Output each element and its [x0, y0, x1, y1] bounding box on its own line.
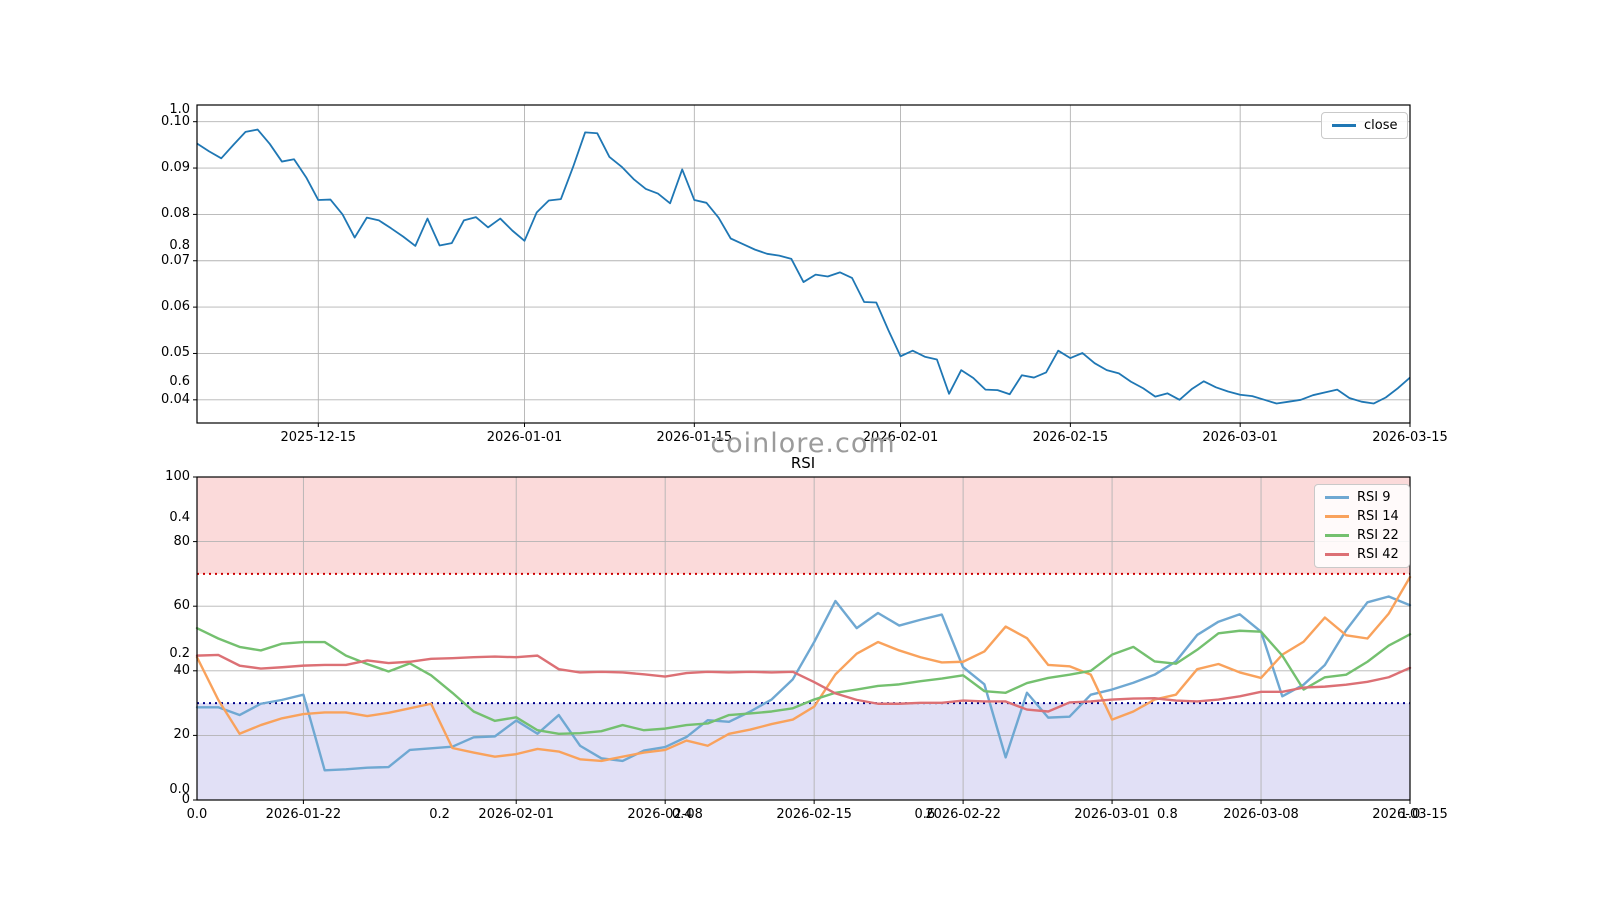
- price-xtick-label: 2026-02-15: [1032, 430, 1109, 445]
- overlay-ytick-label: 0.4: [169, 510, 190, 525]
- rsi-xtick-label: 2026-01-22: [265, 807, 342, 822]
- overlay-ytick-label: 1.0: [169, 102, 190, 117]
- rsi-legend: RSI 9 RSI 14 RSI 22 RSI 42: [1314, 484, 1410, 568]
- rsi-ytick-label: 80: [173, 533, 190, 549]
- legend-item-rsi-42: RSI 42: [1325, 547, 1399, 562]
- rsi-xtick-label: 2026-02-08: [627, 807, 703, 822]
- legend-line-swatch: [1332, 124, 1356, 127]
- rsi-xtick-label: 2026-02-22: [925, 807, 1001, 822]
- close-line: [196, 128, 1411, 405]
- price-ytick-label: 0.10: [161, 113, 190, 129]
- rsi-ytick-label: 0: [181, 792, 190, 807]
- overlay-xtick-label: 0.8: [1157, 807, 1178, 822]
- legend-label: RSI 42: [1357, 547, 1399, 562]
- rsi-line-rsi-9: [195, 595, 1412, 772]
- price-xtick-label: 2026-01-01: [486, 430, 563, 445]
- rsi-ytick-label: 40: [173, 662, 190, 678]
- price-ytick-label: 0.07: [161, 252, 190, 268]
- overlay-ytick-label: 0.0: [169, 782, 190, 797]
- legend-label: RSI 14: [1357, 509, 1399, 524]
- price-legend: close: [1321, 112, 1409, 139]
- overlay-ytick-label: 0.6: [169, 374, 190, 389]
- price-frame: [196, 104, 1411, 424]
- price-ytick-label: 0.06: [161, 299, 190, 315]
- rsi-xtick-label: 2026-03-01: [1074, 807, 1150, 822]
- rsi-xtick-label: 2026-03-15: [1372, 807, 1448, 822]
- legend-label: close: [1364, 118, 1398, 133]
- price-ytick-label: 0.08: [161, 206, 190, 222]
- legend-label: RSI 9: [1357, 490, 1391, 505]
- legend-item-close: close: [1332, 118, 1397, 133]
- rsi-ytick-label: 60: [173, 598, 190, 614]
- overbought-band: [197, 477, 1410, 574]
- legend-line-swatch: [1325, 496, 1349, 499]
- legend-item-rsi-22: RSI 22: [1325, 528, 1399, 543]
- rsi-line-rsi-22: [195, 626, 1412, 735]
- oversold-band: [197, 703, 1410, 800]
- overlay-xtick-label: 0.0: [186, 807, 208, 822]
- price-xtick-label: 2026-03-01: [1202, 430, 1278, 445]
- legend-line-swatch: [1325, 515, 1349, 518]
- price-ytick-label: 0.04: [161, 391, 190, 407]
- overlay-xtick-label: 0.2: [429, 807, 450, 822]
- legend-item-rsi-14: RSI 14: [1325, 509, 1399, 524]
- watermark: coinlore.com: [710, 428, 896, 459]
- rsi-line-rsi-14: [195, 575, 1412, 763]
- price-xtick-label: 2026-02-01: [862, 430, 939, 445]
- legend-line-swatch: [1325, 534, 1349, 537]
- rsi-ytick-label: 100: [165, 469, 190, 484]
- overlay-ytick-label: 0.8: [169, 238, 190, 253]
- price-xtick-label: 2025-12-15: [280, 430, 357, 445]
- legend-item-rsi-9: RSI 9: [1325, 490, 1399, 505]
- rsi-line-rsi-42: [195, 653, 1412, 713]
- price-xtick-label: 2026-03-15: [1372, 430, 1448, 445]
- rsi-xtick-label: 2026-02-15: [776, 807, 852, 822]
- overlay-ytick-label: 0.2: [169, 646, 190, 661]
- legend-label: RSI 22: [1357, 528, 1399, 543]
- overlay-xtick-label: 0.4: [671, 807, 693, 822]
- rsi-xtick-label: 2026-02-01: [478, 807, 554, 822]
- price-xtick-label: 2026-01-15: [656, 430, 733, 445]
- rsi-ytick-label: 20: [173, 727, 190, 743]
- rsi-frame: [196, 476, 1411, 801]
- rsi-chart-title: RSI: [790, 454, 816, 472]
- overlay-xtick-label: 0.6: [914, 807, 936, 822]
- price-ytick-label: 0.09: [161, 160, 190, 176]
- price-ytick-label: 0.05: [161, 345, 190, 361]
- overlay-xtick-label: 1.0: [1399, 807, 1421, 822]
- rsi-xtick-label: 2026-03-08: [1223, 807, 1299, 822]
- legend-line-swatch: [1325, 553, 1349, 556]
